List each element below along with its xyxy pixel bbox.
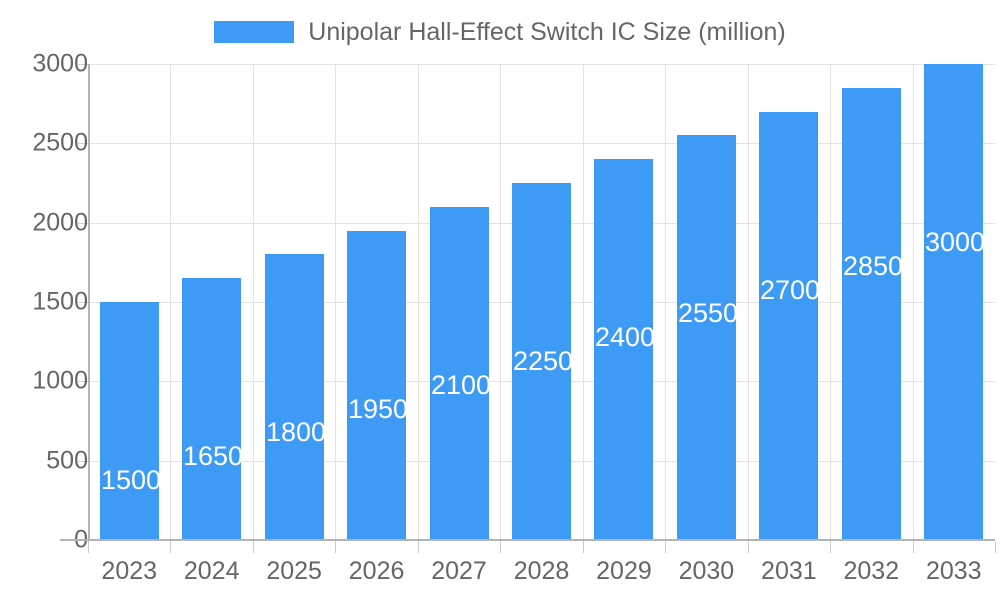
x-tick-label: 2032: [843, 557, 900, 585]
bar-value-label: 2550: [678, 298, 739, 329]
bar-value-label: 2700: [760, 274, 821, 305]
y-tick-mark: [78, 460, 88, 462]
bar-value-label: 1500: [101, 465, 162, 495]
bar-value-label: 3000: [925, 227, 986, 257]
x-tick-mark: [830, 541, 831, 553]
chart-legend: Unipolar Hall-Effect Switch IC Size (mil…: [0, 12, 1000, 52]
x-tick-mark: [748, 541, 749, 553]
y-tick-mark: [78, 302, 88, 303]
bar[interactable]: [430, 206, 489, 540]
x-gridline: [665, 64, 666, 540]
bar[interactable]: [759, 111, 818, 540]
y-tick-label: 500: [46, 446, 88, 475]
y-tick-label: 1000: [32, 366, 88, 395]
x-gridline: [913, 64, 914, 540]
y-tick-mark: [78, 64, 88, 65]
x-gridline: [418, 64, 419, 540]
bar-value-label: 1800: [266, 417, 327, 448]
x-tick-label: 2029: [596, 557, 652, 585]
x-gridline: [748, 64, 749, 540]
y-axis: 0 500 1000 1500 2000 2500 3000: [0, 0, 88, 600]
bar[interactable]: [594, 159, 653, 540]
x-gridline: [170, 64, 171, 540]
x-tick-mark: [418, 541, 419, 553]
x-tick-mark: [995, 541, 996, 553]
y-tick-label: 3000: [32, 49, 88, 78]
y-gridline: [88, 64, 995, 65]
x-axis-line: [60, 539, 995, 541]
x-tick-label: 2027: [431, 557, 487, 585]
bar-value-label: 2850: [843, 250, 904, 281]
y-tick-label: 2000: [32, 208, 88, 237]
x-tick-label: 2033: [925, 557, 982, 585]
bar-value-label: 2250: [513, 346, 574, 376]
x-tick-mark: [170, 541, 171, 553]
x-tick-mark: [253, 541, 254, 553]
y-axis-line: [88, 64, 90, 541]
x-gridline: [335, 64, 336, 540]
x-gridline: [253, 64, 254, 540]
x-tick-label: 2030: [678, 557, 735, 585]
bar[interactable]: [182, 278, 241, 540]
bar[interactable]: [265, 254, 324, 540]
x-tick-label: 2031: [761, 557, 817, 585]
y-tick-mark: [78, 381, 88, 383]
x-gridline: [583, 64, 584, 540]
bar[interactable]: [347, 230, 406, 540]
x-tick-mark: [583, 541, 584, 553]
y-tick-mark: [78, 222, 88, 224]
x-tick-mark: [88, 541, 89, 553]
x-axis: 2023 2024 2025 2026 2027 2028 2029 2030 2031 2032…: [88, 541, 996, 600]
y-gridline: [88, 143, 995, 145]
x-tick-mark: [500, 541, 501, 553]
legend-series-label[interactable]: Unipolar Hall-Effect Switch IC Size (mil…: [308, 17, 786, 46]
bar-value-label: 1650: [183, 441, 244, 472]
x-tick-label: 2028: [513, 557, 570, 585]
x-gridline: [500, 64, 501, 540]
x-tick-mark: [913, 541, 914, 553]
x-tick-mark: [665, 541, 666, 553]
legend-color-swatch[interactable]: [214, 21, 295, 43]
x-tick-label: 2024: [183, 557, 240, 585]
bar[interactable]: [677, 135, 736, 540]
x-tick-mark: [335, 541, 336, 553]
bar-value-label: 2400: [595, 322, 656, 353]
bar[interactable]: [100, 302, 159, 540]
plot-area: 1500 1650 1800 1950 2100 2250 2400 2550 2700 2850…: [88, 64, 995, 541]
y-tick-label: 2500: [32, 128, 88, 157]
x-tick-label: 2023: [101, 557, 158, 585]
x-gridline: [830, 64, 831, 540]
bar[interactable]: [512, 183, 571, 540]
y-tick-mark: [78, 143, 88, 145]
bar-value-label: 2100: [431, 369, 492, 400]
x-tick-label: 2026: [348, 557, 405, 585]
bar-value-label: 1950: [348, 393, 409, 424]
x-tick-label: 2025: [266, 557, 322, 585]
bar[interactable]: [842, 87, 901, 540]
bar[interactable]: [924, 64, 983, 540]
y-tick-label: 1500: [32, 287, 88, 316]
